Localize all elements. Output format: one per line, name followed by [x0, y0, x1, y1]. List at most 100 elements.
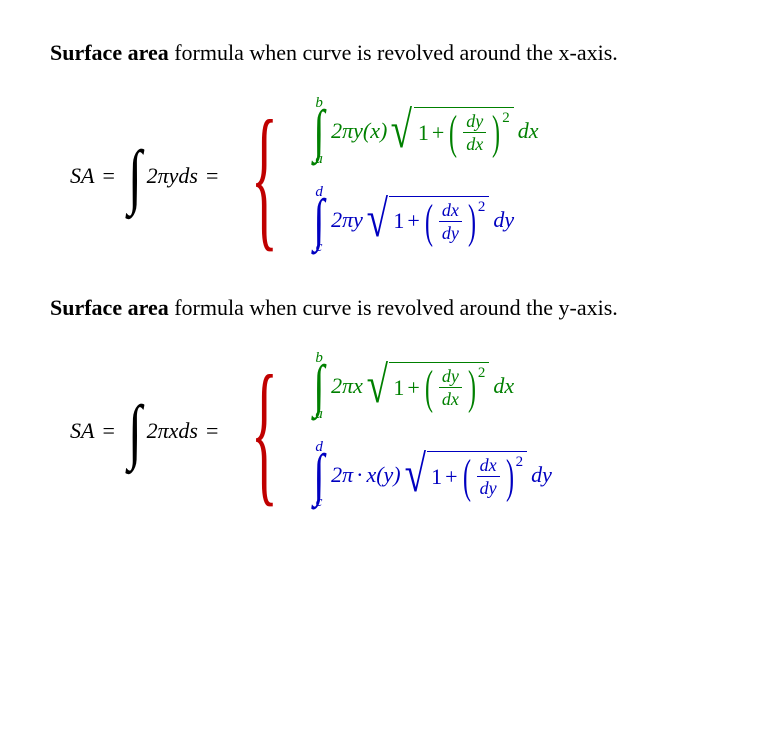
dy: dy: [493, 207, 514, 233]
case-y-top: b ∫ a 2πx √ 1 + ( dy: [311, 351, 552, 422]
cases-brace-y: { b ∫ a 2πx √ 1 +: [226, 351, 551, 510]
rparen: ): [492, 116, 500, 150]
frac: dx dy: [477, 456, 500, 497]
cases-y: b ∫ a 2πx √ 1 + ( dy: [311, 351, 552, 510]
surd: √: [404, 457, 425, 493]
den: dy: [439, 221, 462, 242]
frac: dx dy: [439, 201, 462, 242]
paren: ( dy dx ) 2: [421, 367, 485, 408]
heading-rest: formula when curve is revolved around th…: [169, 295, 618, 320]
int-col: b ∫ a: [311, 351, 327, 422]
sqrt: √ 1 + ( dx dy ) 2: [401, 451, 527, 499]
formula-y-axis: SA = ∫ 2πxds = { b ∫ a 2πx √ 1: [70, 351, 709, 510]
frac: dy dx: [439, 367, 462, 408]
lparen: (: [425, 371, 433, 405]
cases-brace-x: { b ∫ a 2πy(x) √ 1 +: [226, 96, 538, 255]
formula-x-axis: SA = ∫ 2πyds = { b ∫ a 2πy(x) √ 1: [70, 96, 709, 255]
heading-x-axis: Surface area formula when curve is revol…: [50, 40, 709, 66]
plus: +: [407, 208, 419, 234]
frac: dy dx: [463, 112, 486, 153]
dx: dx: [518, 118, 539, 144]
two-pi-x-ds: 2πxds: [147, 418, 198, 444]
radicand: 1 + ( dx dy ) 2: [389, 196, 489, 244]
int-col: d ∫ c: [311, 185, 327, 256]
lparen: (: [449, 116, 457, 150]
pre-sqrt: 2πy(x): [331, 118, 387, 144]
integral-sign-lhs: ∫: [128, 395, 142, 467]
pre-sqrt: 2πx: [331, 373, 363, 399]
integral-sign: ∫: [314, 455, 325, 496]
one: 1: [393, 375, 404, 401]
lhs-x: SA = ∫ 2πyds =: [70, 140, 226, 212]
integral-sign: ∫: [314, 111, 325, 152]
lparen: (: [463, 460, 471, 494]
case-y-bot: d ∫ c 2π · x(y) √ 1 + (: [311, 440, 552, 511]
sqrt: √ 1 + ( dy dx ) 2: [363, 362, 489, 410]
den: dx: [463, 132, 486, 153]
one: 1: [431, 464, 442, 490]
pre-sqrt: 2πy: [331, 207, 363, 233]
one: 1: [393, 208, 404, 234]
integral-sign: ∫: [314, 200, 325, 241]
surd: √: [366, 202, 387, 238]
case-x-top: b ∫ a 2πy(x) √ 1 + ( d: [311, 96, 538, 167]
dx: dx: [493, 373, 514, 399]
case-x-bot: d ∫ c 2πy √ 1 + ( dx: [311, 185, 538, 256]
heading-bold: Surface area: [50, 40, 169, 65]
integral-sign: ∫: [314, 366, 325, 407]
rparen: ): [468, 205, 476, 239]
sa-label: SA: [70, 163, 94, 189]
plus: +: [407, 375, 419, 401]
paren: ( dy dx ) 2: [445, 112, 509, 153]
left-brace: {: [251, 112, 278, 240]
heading-bold: Surface area: [50, 295, 169, 320]
num: dx: [439, 201, 462, 221]
radicand: 1 + ( dy dx ) 2: [414, 107, 514, 155]
integrand: 2πy √ 1 + ( dx dy ): [331, 196, 514, 244]
equals-2: =: [206, 163, 218, 189]
two-pi-y-ds: 2πyds: [147, 163, 198, 189]
squared: 2: [502, 110, 510, 127]
plus: +: [445, 464, 457, 490]
radicand: 1 + ( dx dy ) 2: [427, 451, 527, 499]
num: dy: [439, 367, 462, 387]
pre1: 2π: [331, 462, 353, 488]
den: dx: [439, 387, 462, 408]
sqrt: √ 1 + ( dx dy ) 2: [363, 196, 489, 244]
rparen: ): [468, 371, 476, 405]
one: 1: [418, 120, 429, 146]
radicand: 1 + ( dy dx ) 2: [389, 362, 489, 410]
equals-1: =: [102, 163, 114, 189]
integrand: 2πy(x) √ 1 + ( dy dx: [331, 107, 538, 155]
paren: ( dx dy ) 2: [459, 456, 523, 497]
integrand: 2πx √ 1 + ( dy dx ): [331, 362, 514, 410]
left-brace: {: [251, 367, 278, 495]
num: dx: [477, 456, 500, 476]
squared: 2: [516, 454, 524, 471]
dot: ·: [356, 462, 363, 488]
squared: 2: [478, 365, 486, 382]
int-col: b ∫ a: [311, 96, 327, 167]
squared: 2: [478, 199, 486, 216]
rparen: ): [506, 460, 514, 494]
sqrt: √ 1 + ( dy dx ) 2: [387, 107, 513, 155]
surd: √: [366, 368, 387, 404]
plus: +: [432, 120, 444, 146]
equals-2: =: [206, 418, 218, 444]
equals-1: =: [102, 418, 114, 444]
den: dy: [477, 476, 500, 497]
pre2: x(y): [366, 462, 400, 488]
dy: dy: [531, 462, 552, 488]
heading-y-axis: Surface area formula when curve is revol…: [50, 295, 709, 321]
int-col: d ∫ c: [311, 440, 327, 511]
lhs-y: SA = ∫ 2πxds =: [70, 395, 226, 467]
lparen: (: [425, 205, 433, 239]
paren: ( dx dy ) 2: [421, 201, 485, 242]
num: dy: [463, 112, 486, 132]
sa-label: SA: [70, 418, 94, 444]
integral-sign-lhs: ∫: [128, 140, 142, 212]
cases-x: b ∫ a 2πy(x) √ 1 + ( d: [311, 96, 538, 255]
surd: √: [391, 113, 412, 149]
integrand: 2π · x(y) √ 1 + ( dx dy: [331, 451, 552, 499]
heading-rest: formula when curve is revolved around th…: [169, 40, 618, 65]
